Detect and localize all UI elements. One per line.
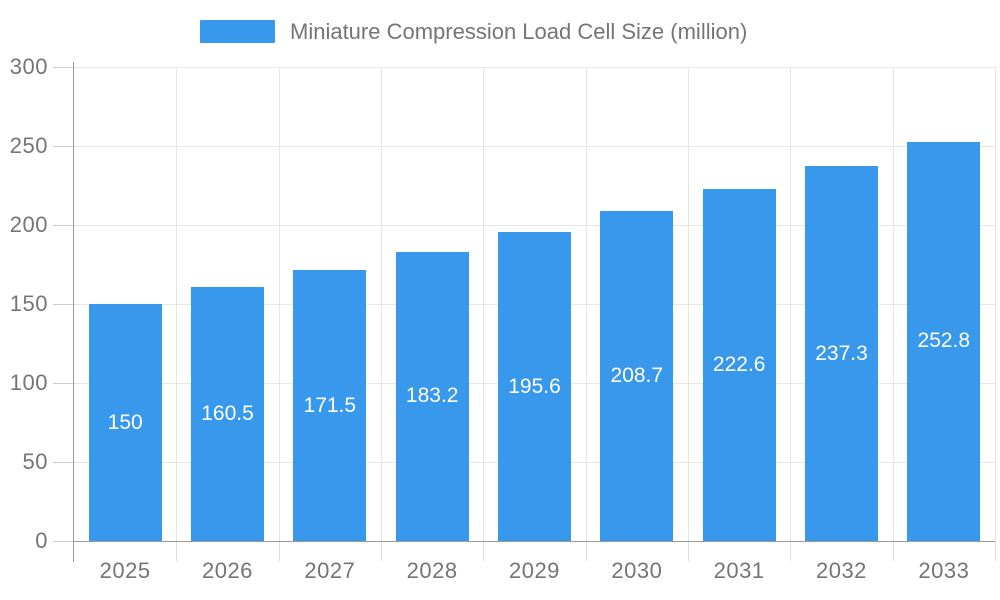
- bar-value-label: 252.8: [917, 329, 971, 353]
- x-axis-tick: [585, 541, 587, 561]
- x-axis-tick: [381, 541, 382, 561]
- bar-2030[interactable]: [600, 211, 674, 541]
- x-axis-tick-label: 2025: [99, 558, 151, 583]
- legend-label: Miniature Compression Load Cell Size (mi…: [290, 19, 748, 44]
- y-axis-tick: [53, 304, 73, 305]
- gridline-vertical: [176, 67, 178, 541]
- bar-value-label: 237.3: [815, 341, 868, 365]
- y-axis-line: [73, 62, 74, 562]
- gridline-vertical: [278, 67, 280, 541]
- y-axis-tick: [53, 462, 73, 463]
- x-axis-tick: [892, 541, 894, 561]
- bar-value-label: 150: [107, 410, 143, 434]
- bar-value-label: 195.6: [508, 374, 561, 398]
- y-axis-tick: [53, 383, 73, 384]
- y-axis-tick-label: 200: [9, 212, 48, 237]
- bar-2026[interactable]: [191, 287, 264, 541]
- legend-item[interactable]: Miniature Compression Load Cell Size (mi…: [200, 20, 747, 43]
- x-axis-tick: [278, 541, 280, 561]
- bar-2028[interactable]: [395, 251, 469, 541]
- bar-value-label: 171.5: [303, 393, 357, 417]
- bar-2027[interactable]: [293, 270, 367, 541]
- gridline-vertical: [995, 67, 996, 541]
- x-axis-tick: [483, 541, 485, 561]
- bar-value-label: 160.5: [201, 402, 254, 426]
- y-axis-tick: [53, 67, 73, 68]
- x-axis-tick-label: 2033: [918, 558, 970, 583]
- gridline-vertical: [483, 67, 485, 541]
- gridline-vertical: [688, 67, 689, 541]
- y-axis-tick: [53, 225, 73, 226]
- gridline-vertical: [381, 67, 382, 541]
- y-axis-tick-label: 0: [35, 528, 48, 553]
- y-axis-tick-label: 250: [9, 133, 48, 158]
- gridline-vertical: [790, 67, 792, 541]
- y-axis-tick: [53, 541, 73, 542]
- bar-2025[interactable]: [88, 304, 162, 541]
- x-axis-tick-label: 2030: [611, 558, 663, 583]
- bar-2029[interactable]: [498, 232, 571, 541]
- gridline-vertical: [585, 67, 587, 541]
- gridline-horizontal: [74, 67, 995, 68]
- legend-swatch-icon: [200, 20, 275, 43]
- x-axis-line: [73, 541, 995, 542]
- x-axis-tick-label: 2028: [406, 558, 458, 583]
- x-axis-tick-label: 2032: [815, 558, 867, 583]
- bar-2033[interactable]: [907, 141, 981, 541]
- bar-value-label: 183.2: [405, 384, 459, 408]
- y-axis-tick-label: 300: [9, 54, 48, 79]
- bar-value-label: 208.7: [610, 364, 664, 388]
- gridline-vertical: [892, 67, 894, 541]
- y-axis-tick-label: 150: [9, 291, 48, 316]
- x-axis-tick: [176, 541, 178, 561]
- y-axis-tick-label: 50: [22, 449, 48, 474]
- x-axis-tick-label: 2026: [201, 558, 253, 583]
- bar-2031[interactable]: [702, 189, 776, 541]
- x-axis-tick-label: 2027: [304, 558, 356, 583]
- x-axis-tick: [995, 541, 996, 561]
- gridline-horizontal: [74, 225, 995, 226]
- x-axis-tick: [790, 541, 792, 561]
- y-axis-tick: [53, 146, 73, 147]
- bar-value-label: 222.6: [712, 353, 766, 377]
- y-axis-tick-label: 100: [9, 370, 48, 395]
- bar-2032[interactable]: [805, 166, 878, 541]
- x-axis-tick: [688, 541, 689, 561]
- x-axis-tick-label: 2031: [713, 558, 765, 583]
- gridline-horizontal: [74, 146, 995, 147]
- x-axis-tick-label: 2029: [508, 558, 560, 583]
